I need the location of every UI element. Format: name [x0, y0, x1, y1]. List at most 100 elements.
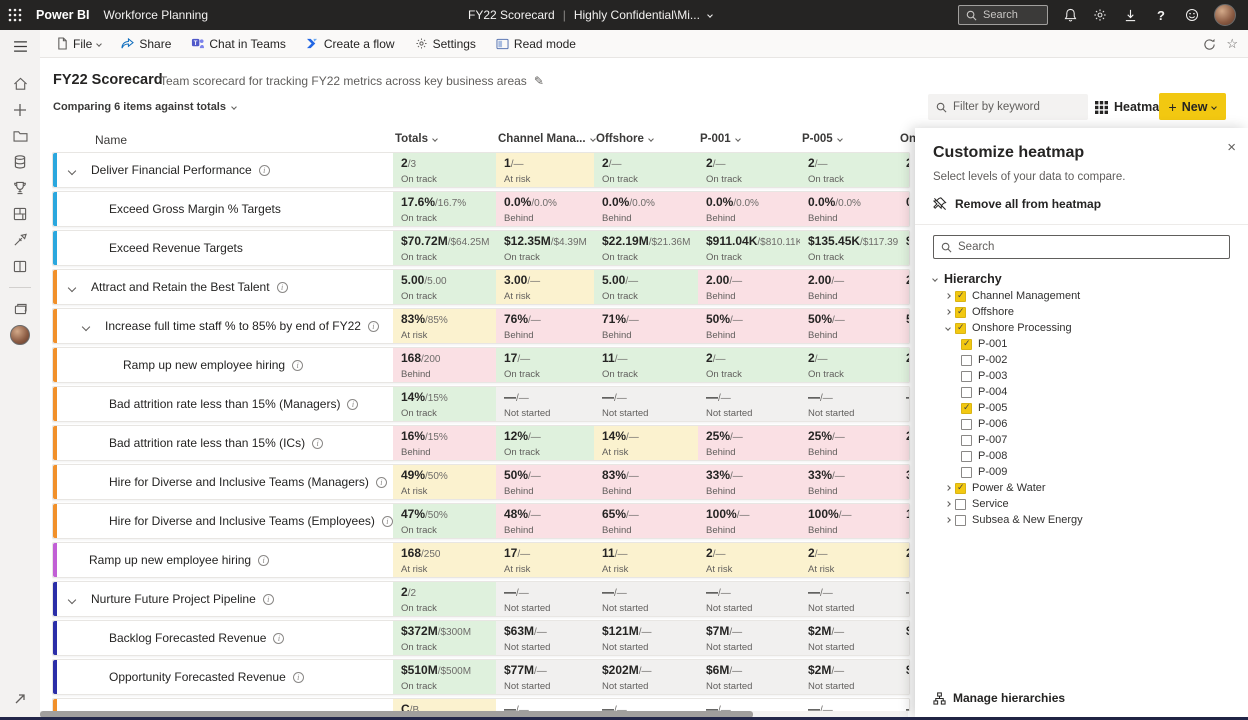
nav-home-icon[interactable]: [0, 71, 40, 97]
metric-cell[interactable]: $: [898, 660, 909, 694]
metric-cell[interactable]: 50%/— Behind: [496, 465, 594, 499]
read-mode-button[interactable]: Read mode: [487, 30, 585, 58]
metric-cell[interactable]: $7M/— Not started: [698, 621, 800, 655]
chevron-down-icon[interactable]: [944, 325, 951, 331]
metric-cell[interactable]: 12%/— On track: [496, 426, 594, 460]
panel-search[interactable]: [933, 235, 1230, 259]
table-row[interactable]: Compliance reaches grade BiC/B—/——/——/——…: [52, 698, 910, 711]
row-expand-chevron-icon[interactable]: [67, 595, 77, 605]
metric-cell[interactable]: 3: [898, 465, 909, 499]
metric-cell[interactable]: —/—: [594, 699, 698, 711]
metric-cell[interactable]: 2/— At risk: [698, 543, 800, 577]
hierarchy-root[interactable]: Hierarchy: [932, 270, 1230, 288]
nav-my-workspace-avatar[interactable]: [0, 322, 40, 348]
metric-cell[interactable]: 10: [898, 504, 909, 538]
checkbox-checked[interactable]: [961, 402, 972, 414]
metric-cell[interactable]: 2: [898, 270, 909, 304]
metric-cell[interactable]: 71%/— Behind: [594, 309, 698, 343]
table-row[interactable]: Hire for Diverse and Inclusive Teams (Em…: [52, 503, 910, 539]
metric-cell[interactable]: 2: [898, 153, 909, 187]
new-button[interactable]: + New: [1159, 93, 1226, 120]
metric-cell[interactable]: —/— Not started: [698, 582, 800, 616]
checkbox-checked[interactable]: [955, 482, 966, 494]
horizontal-scrollbar[interactable]: [40, 711, 908, 718]
checkbox-checked[interactable]: [955, 322, 966, 334]
metric-cell[interactable]: 65%/— Behind: [594, 504, 698, 538]
hierarchy-item[interactable]: Onshore Processing: [933, 320, 1230, 336]
expand-rail-icon[interactable]: [0, 686, 40, 712]
powerbi-brand[interactable]: Power BI: [36, 8, 90, 22]
table-row[interactable]: Hire for Diverse and Inclusive Teams (Ma…: [52, 464, 910, 500]
nav-learn-icon[interactable]: [0, 253, 40, 279]
create-flow-button[interactable]: Create a flow: [297, 30, 404, 58]
table-row[interactable]: Bad attrition rate less than 15% (ICs) i 1…: [52, 425, 910, 461]
table-row[interactable]: Ramp up new employee hiring i 168/250 At ri…: [52, 542, 910, 578]
metric-cell[interactable]: 16%/15% Behind: [393, 426, 496, 460]
table-row[interactable]: Backlog Forecasted Revenue i $372M/$300M On…: [52, 620, 910, 656]
metric-cell[interactable]: 100%/— Behind: [800, 504, 898, 538]
metric-cell[interactable]: $121M/— Not started: [594, 621, 698, 655]
chat-in-teams-button[interactable]: T Chat in Teams: [182, 30, 294, 58]
metric-cell[interactable]: 2/— On track: [594, 153, 698, 187]
metric-cell[interactable]: $22.19M/$21.36M On track: [594, 231, 698, 265]
hierarchy-item[interactable]: P-004: [933, 384, 1230, 400]
hierarchy-item[interactable]: Power & Water: [933, 480, 1230, 496]
hierarchy-item[interactable]: P-002: [933, 352, 1230, 368]
metric-cell[interactable]: 2/— At risk: [800, 543, 898, 577]
info-icon[interactable]: i: [375, 476, 387, 488]
info-icon[interactable]: i: [381, 515, 393, 527]
metric-cell[interactable]: 2.00/— Behind: [800, 270, 898, 304]
info-icon[interactable]: i: [262, 593, 274, 605]
download-icon[interactable]: [1117, 0, 1143, 30]
metric-cell[interactable]: $70.72M/$64.25M On track: [393, 231, 496, 265]
app-launcher-waffle-icon[interactable]: [0, 0, 30, 30]
metric-cell[interactable]: 5.00/— On track: [594, 270, 698, 304]
metric-cell[interactable]: 2/2 On track: [393, 582, 496, 616]
scrollbar-thumb[interactable]: [40, 711, 753, 718]
metric-cell[interactable]: 2/— On track: [698, 153, 800, 187]
column-header[interactable]: Channel Mana...: [498, 133, 596, 145]
info-icon[interactable]: i: [292, 359, 304, 371]
chevron-right-icon[interactable]: [944, 517, 951, 523]
document-title-bar[interactable]: FY22 Scorecard | Highly Confidential\Mi.…: [468, 0, 713, 30]
column-header[interactable]: Offshore: [596, 133, 654, 145]
checkbox-unchecked[interactable]: [955, 498, 966, 510]
metric-cell[interactable]: 11/— On track: [594, 348, 698, 382]
chevron-down-icon[interactable]: [707, 12, 713, 18]
column-header[interactable]: P-001: [700, 133, 741, 145]
metric-cell[interactable]: 76%/— Behind: [496, 309, 594, 343]
metric-cell[interactable]: 17/— On track: [496, 348, 594, 382]
info-icon[interactable]: i: [258, 164, 270, 176]
metric-cell[interactable]: 83%/— Behind: [594, 465, 698, 499]
metric-cell[interactable]: 0: [898, 192, 909, 226]
metric-cell[interactable]: $6M/— Not started: [698, 660, 800, 694]
metric-cell[interactable]: 3.00/— At risk: [496, 270, 594, 304]
hierarchy-item[interactable]: P-001: [933, 336, 1230, 352]
checkbox-checked[interactable]: [955, 306, 966, 318]
info-icon[interactable]: i: [292, 671, 304, 683]
nav-create-icon[interactable]: [0, 97, 40, 123]
filter-input[interactable]: [953, 101, 1073, 113]
metric-cell[interactable]: 100%/— Behind: [698, 504, 800, 538]
metric-cell[interactable]: 47%/50% On track: [393, 504, 496, 538]
refresh-icon[interactable]: [1203, 38, 1216, 51]
info-icon[interactable]: i: [273, 632, 285, 644]
metric-cell[interactable]: $63M/— Not started: [496, 621, 594, 655]
metric-cell[interactable]: 25%/— Behind: [698, 426, 800, 460]
metric-cell[interactable]: 2.00/— Behind: [698, 270, 800, 304]
file-menu[interactable]: File: [48, 30, 110, 58]
hierarchy-item[interactable]: P-006: [933, 416, 1230, 432]
heatmap-toggle-button[interactable]: Heatmap: [1095, 94, 1167, 120]
metric-cell[interactable]: 168/200 Behind: [393, 348, 496, 382]
metric-cell[interactable]: $135.45K/$117.39KOn track: [800, 231, 898, 265]
metric-cell[interactable]: —/— Not started: [496, 387, 594, 421]
info-icon[interactable]: i: [258, 554, 270, 566]
metric-cell[interactable]: —: [898, 387, 909, 421]
metric-cell[interactable]: 17/— At risk: [496, 543, 594, 577]
hierarchy-item[interactable]: P-009: [933, 464, 1230, 480]
row-expand-chevron-icon[interactable]: [67, 166, 77, 176]
help-icon[interactable]: ?: [1157, 7, 1165, 23]
table-row[interactable]: Attract and Retain the Best Talent i 5.00/…: [52, 269, 910, 305]
metric-cell[interactable]: 25%/— Behind: [800, 426, 898, 460]
settings-gear-icon[interactable]: [1087, 0, 1113, 30]
